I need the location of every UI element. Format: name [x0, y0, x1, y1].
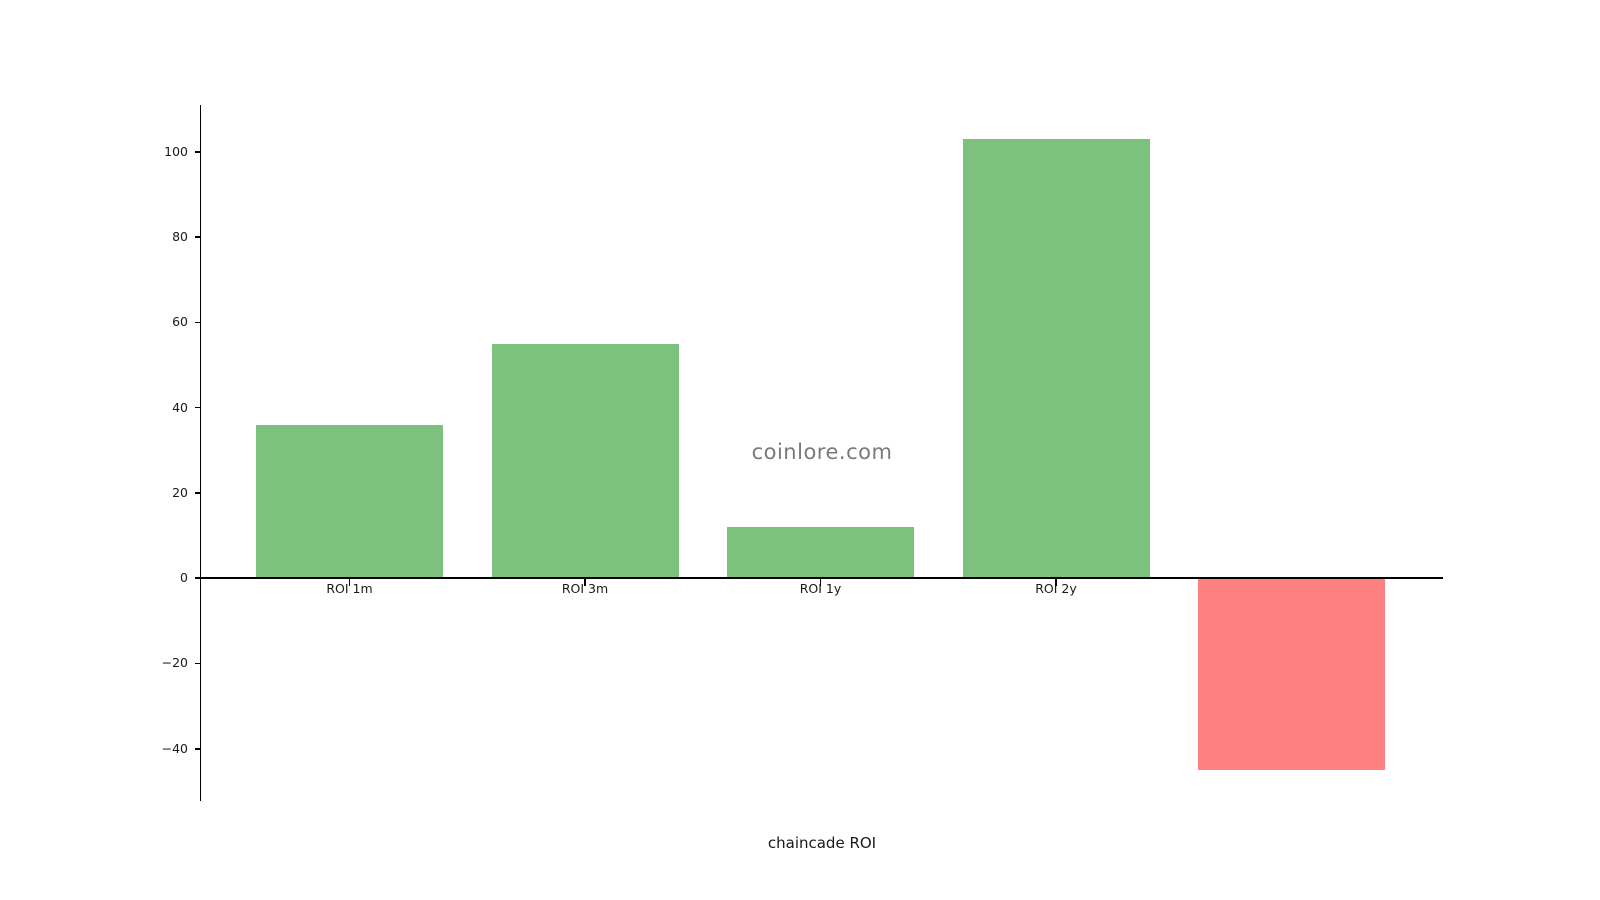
x-tick-label-roi-1y: ROI 1y [799, 580, 842, 596]
bar-roi-1m [256, 424, 443, 579]
y-tick-mark [195, 321, 201, 324]
x-tick-label-roi-3m: ROI 3m [561, 580, 609, 596]
y-tick-mark [195, 748, 201, 750]
y-tick-mark [195, 577, 201, 579]
y-tick-mark [195, 492, 201, 494]
y-tick-mark [195, 236, 201, 238]
bar-negative [1198, 578, 1385, 771]
y-tick-label: 80 [172, 229, 188, 245]
watermark: coinlore.com [751, 440, 893, 464]
bar-roi-3m [491, 343, 679, 579]
y-tick-label: −40 [161, 740, 188, 756]
y-tick-mark [195, 151, 201, 153]
y-tick-mark [195, 662, 201, 665]
x-tick-mark [819, 578, 822, 587]
x-tick-label-roi-1m: ROI 1m [326, 580, 373, 596]
y-tick-label: 20 [172, 485, 188, 501]
y-tick-label: 60 [172, 314, 188, 330]
y-tick-label: 100 [164, 143, 188, 159]
x-axis-title: chaincade ROI [767, 834, 877, 852]
x-tick-mark [348, 578, 351, 587]
x-tick-label-roi-2y: ROI 2y [1035, 580, 1077, 596]
y-tick-mark [195, 406, 201, 409]
bar-roi-1y [727, 527, 914, 579]
y-tick-label: −20 [161, 655, 188, 671]
x-tick-mark [1055, 578, 1057, 587]
x-tick-mark [584, 578, 586, 587]
y-axis-line [199, 105, 202, 801]
y-tick-label: 40 [172, 399, 188, 415]
y-tick-label: 0 [180, 570, 188, 586]
bar-roi-2y [962, 139, 1150, 579]
